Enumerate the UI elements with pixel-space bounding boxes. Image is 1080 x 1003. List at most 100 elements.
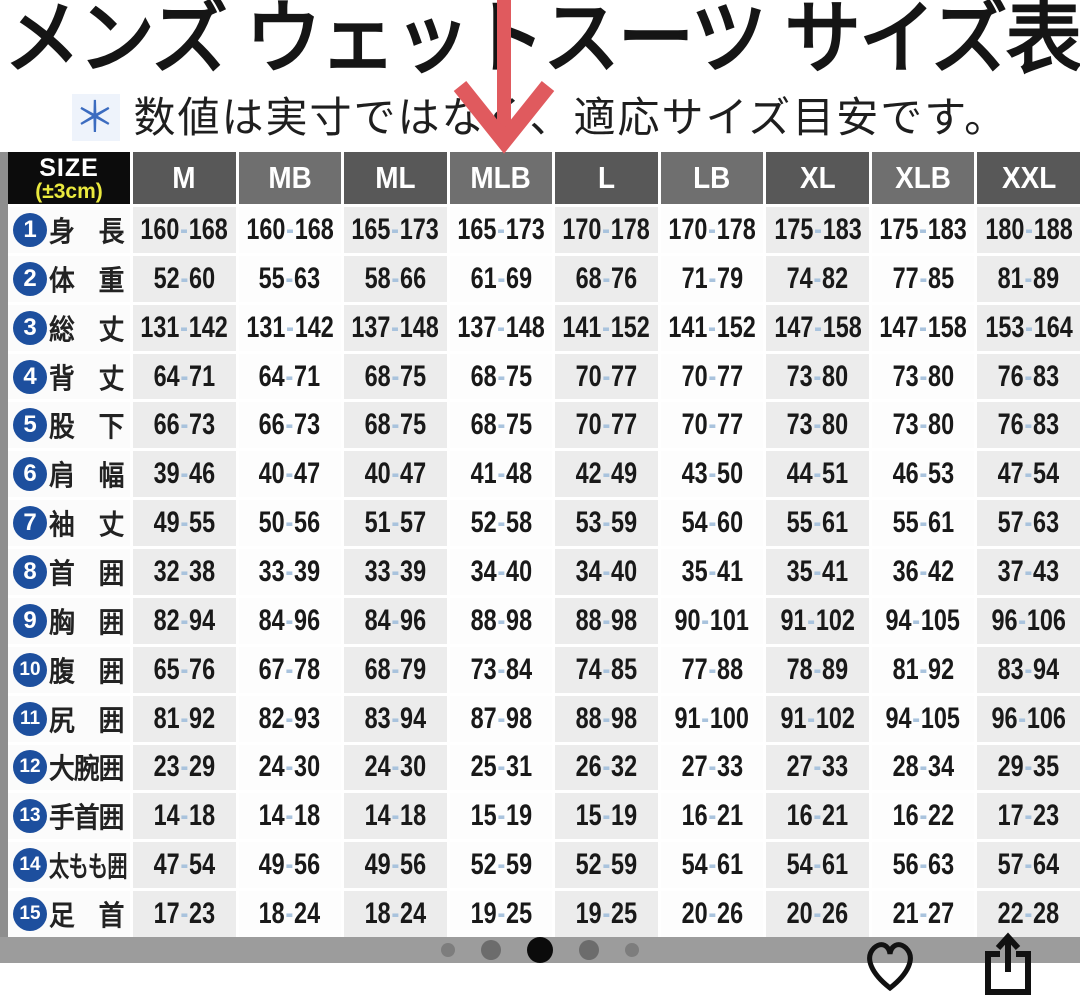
row-number-badge: 15: [13, 897, 47, 932]
size-value-cell: 160-168: [238, 207, 342, 253]
size-value-cell: 131-142: [238, 304, 342, 351]
size-value-cell: 15-19: [555, 793, 658, 840]
size-value-cell: 83-94: [344, 695, 447, 742]
size-value-cell: 24-30: [344, 744, 447, 791]
size-value-cell: 20-26: [766, 891, 869, 937]
size-value-cell: 49-56: [344, 842, 447, 889]
size-value-cell: 82-94: [133, 597, 236, 644]
size-value-cell: 175-183: [871, 207, 975, 253]
row-number-badge: 6: [13, 457, 47, 492]
size-value-cell: 147-158: [871, 304, 975, 351]
size-value-cell: 64-71: [238, 353, 342, 400]
size-value-cell: 73-80: [871, 402, 975, 449]
red-down-arrow: [453, 0, 555, 154]
size-value-cell: 52-60: [133, 255, 236, 302]
size-value-cell: 24-30: [238, 744, 342, 791]
size-value-cell: 58-66: [344, 255, 447, 302]
size-value-cell: 68-75: [344, 402, 447, 449]
size-value-cell: 141-152: [555, 304, 658, 351]
size-value-cell: 160-168: [133, 207, 236, 253]
size-value-cell: 19-25: [555, 891, 658, 937]
size-value-cell: 35-41: [660, 549, 764, 595]
row-label: 首 囲: [49, 557, 124, 589]
size-value-cell: 81-92: [133, 695, 236, 742]
size-value-cell: 20-26: [660, 891, 764, 937]
size-value-cell: 70-77: [555, 402, 658, 449]
size-value-cell: 94-105: [871, 695, 975, 742]
size-value-cell: 94-105: [871, 597, 975, 644]
size-value-cell: 39-46: [133, 451, 236, 498]
row-label-cell: 15 足 首: [8, 891, 130, 937]
size-value-cell: 68-76: [555, 255, 658, 302]
size-value-cell: 44-51: [766, 451, 869, 498]
share-button[interactable]: [980, 932, 1036, 996]
row-label: 袖 丈: [49, 509, 124, 541]
size-value-cell: 83-94: [977, 646, 1080, 693]
row-number-badge: 12: [13, 750, 47, 785]
row-number-badge: 7: [13, 506, 47, 541]
size-value-cell: 35-41: [766, 549, 869, 595]
size-value-cell: 52-59: [449, 842, 553, 889]
size-value-cell: 87-98: [449, 695, 553, 742]
carousel-dot: [579, 940, 599, 960]
row-number-badge: 10: [13, 652, 47, 687]
size-value-cell: 36-42: [871, 549, 975, 595]
size-value-cell: 66-73: [238, 402, 342, 449]
size-value-cell: 27-33: [660, 744, 764, 791]
size-value-cell: 73-84: [449, 646, 553, 693]
size-value-cell: 165-173: [449, 207, 553, 253]
size-value-cell: 77-85: [871, 255, 975, 302]
row-label: 大腕囲: [49, 753, 124, 785]
size-value-cell: 16-21: [660, 793, 764, 840]
row-label-cell: 14 太もも囲: [8, 842, 130, 889]
size-value-cell: 88-98: [555, 695, 658, 742]
size-value-cell: 46-53: [871, 451, 975, 498]
size-value-cell: 137-148: [449, 304, 553, 351]
size-value-cell: 34-40: [555, 549, 658, 595]
size-value-cell: 91-102: [766, 597, 869, 644]
size-value-cell: 40-47: [238, 451, 342, 498]
col-header-XLB: XLB: [871, 152, 975, 204]
size-value-cell: 54-61: [766, 842, 869, 889]
favorite-button[interactable]: [860, 938, 920, 998]
size-corner-header: SIZE (±3cm): [8, 152, 130, 204]
size-value-cell: 29-35: [977, 744, 1080, 791]
size-value-cell: 17-23: [133, 891, 236, 937]
size-value-cell: 55-63: [238, 255, 342, 302]
col-header-L: L: [555, 152, 658, 204]
size-value-cell: 131-142: [133, 304, 236, 351]
size-value-cell: 47-54: [977, 451, 1080, 498]
heart-icon: [867, 942, 913, 992]
size-value-cell: 153-164: [977, 304, 1080, 351]
size-value-cell: 73-80: [871, 353, 975, 400]
size-value-cell: 84-96: [238, 597, 342, 644]
size-value-cell: 170-178: [660, 207, 764, 253]
size-value-cell: 16-22: [871, 793, 975, 840]
row-label: 足 首: [49, 900, 124, 932]
size-value-cell: 82-93: [238, 695, 342, 742]
row-label: 体 重: [49, 264, 124, 296]
size-value-cell: 14-18: [133, 793, 236, 840]
size-value-cell: 28-34: [871, 744, 975, 791]
size-value-cell: 14-18: [344, 793, 447, 840]
subtitle-note: ＊ 数値は実寸ではなく、適応サイズ目安です。: [0, 84, 1080, 145]
size-value-cell: 53-59: [555, 500, 658, 547]
size-value-cell: 50-56: [238, 500, 342, 547]
carousel-dot: [441, 943, 455, 957]
row-number-badge: 5: [13, 408, 47, 443]
size-value-cell: 76-83: [977, 402, 1080, 449]
size-value-cell: 73-80: [766, 402, 869, 449]
size-value-cell: 165-173: [344, 207, 447, 253]
size-value-cell: 68-75: [449, 353, 553, 400]
col-header-ML: ML: [344, 152, 447, 204]
row-label-cell: 10 腹 囲: [8, 646, 130, 693]
size-value-cell: 40-47: [344, 451, 447, 498]
size-value-cell: 41-48: [449, 451, 553, 498]
size-value-cell: 61-69: [449, 255, 553, 302]
